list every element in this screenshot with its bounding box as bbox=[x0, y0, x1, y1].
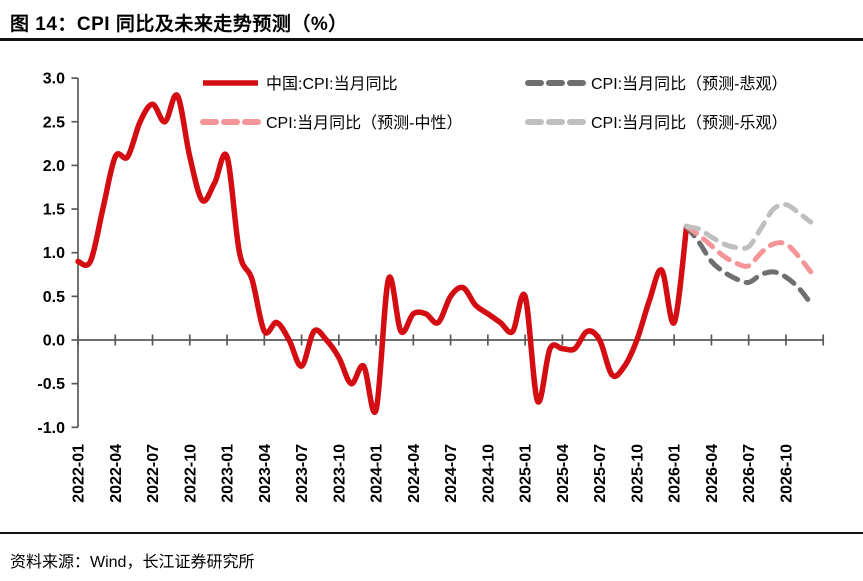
series-pessimistic bbox=[684, 224, 814, 306]
x-axis-tick-label: 2022-04 bbox=[108, 444, 125, 503]
y-axis-tick-label: 1.0 bbox=[43, 245, 65, 262]
y-axis-tick-label: 1.5 bbox=[43, 202, 65, 219]
series-lines bbox=[75, 92, 814, 416]
x-axis-tick-label: 2023-04 bbox=[257, 444, 274, 503]
legend-label: CPI:当月同比（预测-乐观） bbox=[591, 114, 787, 132]
legend-label: 中国:CPI:当月同比 bbox=[266, 75, 398, 93]
x-axis-tick-label: 2026-01 bbox=[667, 444, 684, 503]
y-axis-tick-label: 3.0 bbox=[43, 71, 65, 88]
x-axis-tick-label: 2023-07 bbox=[294, 444, 311, 503]
y-axis-tick-label: 2.0 bbox=[43, 158, 65, 175]
x-axis-tick-label: 2024-10 bbox=[480, 444, 497, 503]
x-axis-tick-label: 2023-10 bbox=[331, 444, 348, 503]
x-axis-tick-label: 2022-07 bbox=[145, 444, 162, 503]
y-axis-tick-label: 0.5 bbox=[43, 289, 65, 306]
y-axis-tick-label: 0.0 bbox=[43, 333, 65, 350]
axes: 3.0 2.5 2.0 1.5 1.0 0.5 0.0 -0.5 -1.0 2022-01 2022… bbox=[37, 71, 825, 503]
x-axis-tick-label: 2023-01 bbox=[220, 444, 237, 503]
series-neutral bbox=[684, 224, 814, 275]
x-axis-tick-label: 2026-07 bbox=[741, 444, 758, 503]
x-axis-tick-label: 2025-07 bbox=[592, 444, 609, 503]
y-axis-tick-label: 2.5 bbox=[43, 114, 65, 131]
data-source-note: 资料来源：Wind，长江证券研究所 bbox=[10, 554, 255, 571]
x-axis-tick-label: 2022-01 bbox=[71, 444, 88, 503]
series-actual bbox=[75, 92, 690, 416]
y-axis-tick-label: -0.5 bbox=[37, 376, 65, 393]
series-optimistic bbox=[684, 202, 814, 251]
x-axis-tick-label: 2024-01 bbox=[369, 444, 386, 503]
legend: 中国:CPI:当月同比 CPI:当月同比（预测-悲观） CPI:当月同比（预测-中性… bbox=[200, 75, 787, 132]
x-axis-tick-label: 2024-07 bbox=[443, 444, 460, 503]
figure-header: 图 14：CPI 同比及未来走势预测（%） bbox=[0, 0, 863, 41]
x-axis-tick-label: 2025-04 bbox=[555, 444, 572, 503]
x-axis-tick-label: 2024-04 bbox=[406, 444, 423, 503]
x-axis-tick-label: 2026-10 bbox=[778, 444, 795, 503]
legend-label: CPI:当月同比（预测-中性） bbox=[266, 114, 462, 132]
figure-footer: 资料来源：Wind，长江证券研究所 bbox=[0, 532, 863, 572]
figure-title: 图 14：CPI 同比及未来走势预测（%） bbox=[10, 14, 348, 35]
x-axis-tick-label: 2026-04 bbox=[704, 444, 721, 503]
x-axis-tick-label: 2025-10 bbox=[629, 444, 646, 503]
y-axis-tick-label: -1.0 bbox=[37, 420, 65, 437]
x-axis-tick-label: 2022-10 bbox=[182, 444, 199, 503]
cpi-line-chart: 3.0 2.5 2.0 1.5 1.0 0.5 0.0 -0.5 -1.0 2022-01 2022… bbox=[37, 71, 825, 503]
x-axis-tick-label: 2025-01 bbox=[518, 444, 535, 503]
legend-label: CPI:当月同比（预测-悲观） bbox=[591, 75, 787, 93]
cpi-chart-area: 3.0 2.5 2.0 1.5 1.0 0.5 0.0 -0.5 -1.0 2022-01 2022… bbox=[0, 42, 863, 532]
